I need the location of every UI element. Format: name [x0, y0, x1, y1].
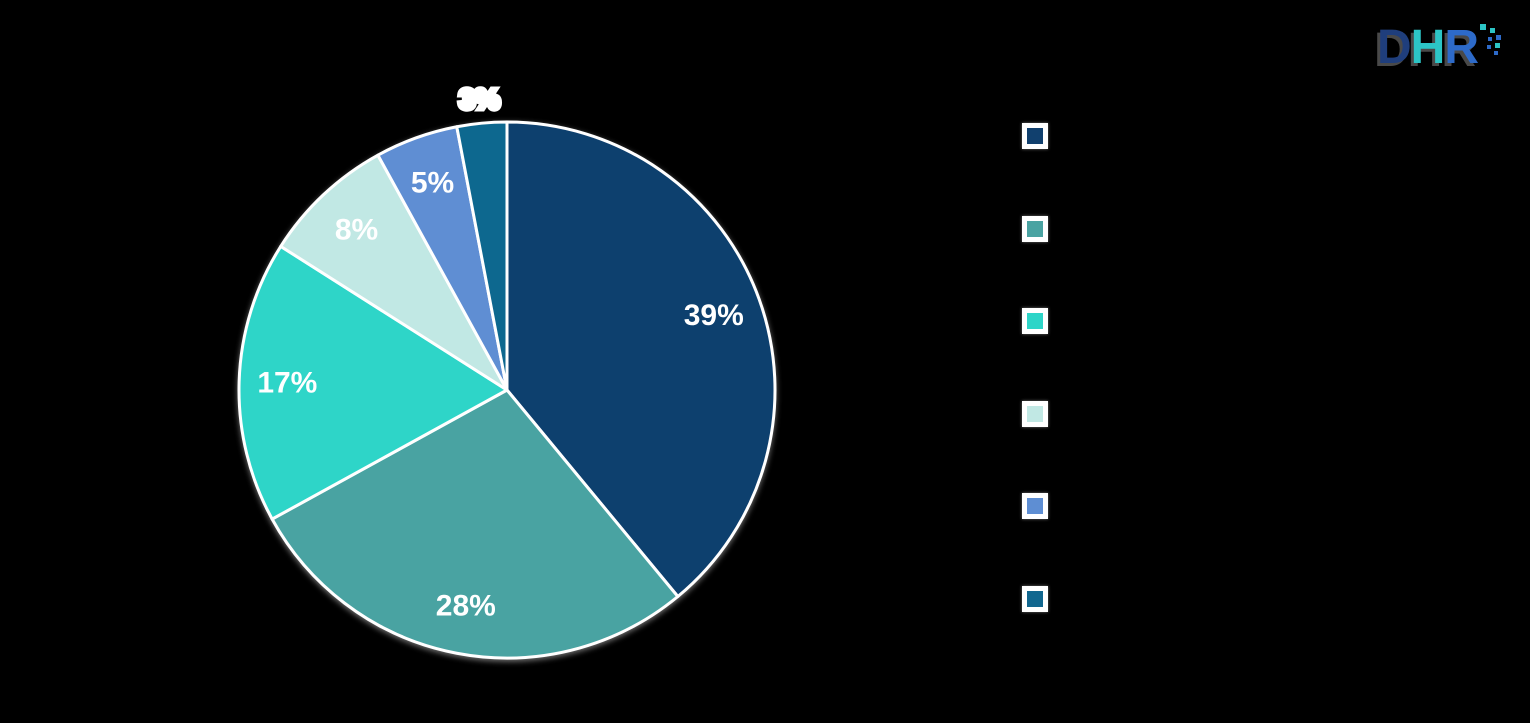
- pie-slice: [237, 244, 509, 521]
- pie-slice: [455, 120, 509, 392]
- slice-label: 28%: [436, 589, 496, 622]
- logo-dot-icon: [1488, 37, 1492, 41]
- logo-letter: H: [1410, 21, 1446, 74]
- slice-label: 17%: [257, 367, 317, 400]
- logo-dot-icon: [1495, 43, 1500, 48]
- logo-letter: R: [1444, 21, 1479, 74]
- slice-label: 3%: [459, 84, 500, 115]
- logo-dot-icon: [1487, 45, 1491, 49]
- pie-slice: [270, 388, 680, 660]
- pie-slice: [279, 153, 509, 392]
- logo-dot-icon: [1494, 51, 1498, 55]
- logo-globe-dots-icon: [1478, 24, 1504, 76]
- pie-slices-group: [237, 120, 777, 660]
- logo-dot-icon: [1480, 24, 1486, 30]
- slice-label: 39%: [684, 299, 744, 332]
- slice-label: 8%: [335, 213, 378, 246]
- logo-dot-icon: [1496, 35, 1501, 40]
- slice-label: 5%: [411, 167, 454, 200]
- pie-slice: [505, 120, 777, 598]
- logo-dot-icon: [1490, 28, 1495, 33]
- logo-letter: D: [1376, 21, 1412, 74]
- pie-labels-group: 39% 28% 17% 8% 5% 3%: [257, 81, 744, 623]
